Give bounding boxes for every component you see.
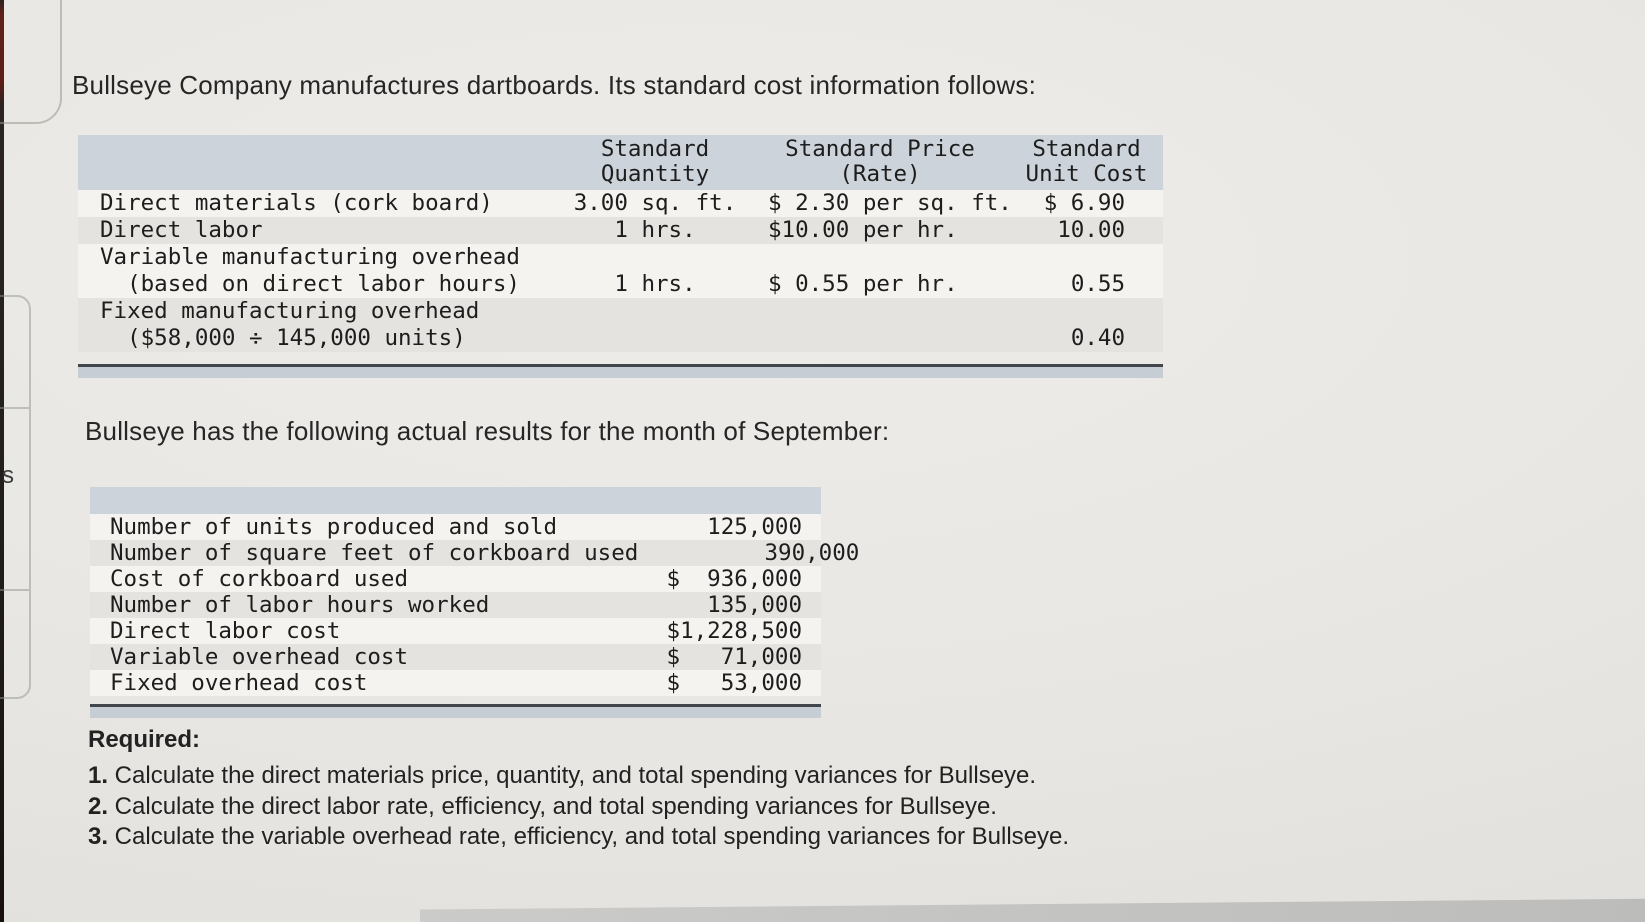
cell-label: Direct materials (cork board) — [100, 190, 493, 216]
header-quantity: Quantity — [600, 161, 710, 187]
cell-unit-cost: $ 6.90 — [1043, 190, 1125, 216]
required-item-1: 1. Calculate the direct materials price,… — [88, 761, 1069, 792]
table-row: Fixed manufacturing overhead — [78, 298, 1163, 325]
header-line-2: Quantity (Rate) Unit Cost — [78, 162, 1163, 187]
card-divider — [0, 407, 29, 409]
problem-statement: Bullseye Company manufactures dartboards… — [72, 70, 1037, 100]
screen-left-edge-strip — [0, 0, 4, 922]
cell-label: Direct labor cost — [110, 618, 341, 644]
required-heading: Required: — [88, 726, 201, 753]
standard-cost-table: Standard Standard Price Standard Quantit… — [78, 135, 1163, 378]
table-row: Number of units produced and sold 125,00… — [90, 514, 821, 540]
table-row: Number of labor hours worked 135,000 — [90, 592, 821, 618]
table-row: Variable overhead cost $ 71,000 — [90, 644, 821, 670]
cell-label: Direct labor — [100, 217, 263, 243]
actual-results-table: Number of units produced and sold 125,00… — [90, 487, 859, 718]
cell-rate: $10.00 per hr. — [768, 217, 958, 243]
cell-unit-cost: 0.40 — [1070, 325, 1125, 351]
actuals-table-header-bar — [90, 487, 821, 514]
cell-label: (based on direct labor hours) — [100, 271, 520, 297]
table-bottom-border — [78, 364, 1163, 378]
cell-amount: 135,000 — [707, 592, 802, 618]
header-empty — [78, 162, 560, 187]
header-unit-cost: Unit Cost — [1025, 161, 1148, 187]
item-text: Calculate the direct materials price, qu… — [108, 762, 1037, 789]
item-number: 2. — [88, 792, 109, 820]
cell-rate — [750, 298, 1010, 325]
table-row: Variable manufacturing overhead — [78, 244, 1163, 271]
cell-label: Number of labor hours worked — [110, 592, 490, 618]
cell-quantity — [560, 325, 750, 352]
cell-rate: $ 2.30 per sq. ft. — [768, 190, 1012, 216]
header-standard-quantity: Standard — [600, 136, 710, 162]
cell-amount: $ 71,000 — [666, 644, 802, 670]
cell-label: Number of units produced and sold — [110, 514, 558, 540]
table-bottom-border — [90, 704, 821, 718]
header-empty — [78, 137, 560, 162]
table-row: Direct materials (cork board) 3.00 sq. f… — [78, 190, 1163, 217]
table-row: (based on direct labor hours) 1 hrs. $ 0… — [78, 271, 1163, 298]
cell-amount: $ 53,000 — [666, 670, 802, 696]
cell-label: Fixed overhead cost — [110, 670, 368, 696]
actuals-intro: Bullseye has the following actual result… — [85, 416, 890, 446]
table-row: ($58,000 ÷ 145,000 units) 0.40 — [78, 325, 1163, 352]
table-row: Number of square feet of corkboard used … — [90, 540, 859, 566]
card-divider — [0, 589, 29, 591]
cell-amount: 125,000 — [707, 514, 802, 540]
table-row: Fixed overhead cost $ 53,000 — [90, 670, 821, 696]
item-text: Calculate the variable overhead rate, ef… — [108, 823, 1070, 850]
item-text: Calculate the direct labor rate, efficie… — [108, 792, 997, 820]
cell-label: Fixed manufacturing overhead — [100, 298, 480, 324]
cell-amount: $ 936,000 — [666, 566, 802, 592]
cell-label: Cost of corkboard used — [110, 566, 409, 592]
cell-quantity: 1 hrs. — [614, 271, 696, 297]
bottom-shadow-band — [419, 898, 1645, 922]
header-standard-unit-cost: Standard — [1032, 136, 1141, 162]
standard-cost-table-header: Standard Standard Price Standard Quantit… — [78, 135, 1163, 190]
cell-quantity — [560, 298, 750, 325]
cell-unit-cost: 0.55 — [1070, 271, 1125, 297]
table-row: Direct labor cost $1,228,500 — [90, 618, 821, 644]
header-standard-price: Standard Price — [785, 136, 975, 162]
item-number: 1. — [88, 762, 109, 789]
cell-rate — [750, 244, 1010, 271]
cell-rate — [750, 325, 1010, 352]
item-number: 3. — [88, 823, 109, 850]
required-item-3: 3. Calculate the variable overhead rate,… — [88, 822, 1069, 853]
cell-label: Number of square feet of corkboard used — [110, 540, 639, 566]
left-cutoff-card — [0, 295, 31, 699]
cell-unit-cost — [1010, 244, 1163, 271]
header-line-1: Standard Standard Price Standard — [78, 137, 1163, 162]
cell-rate: $ 0.55 per hr. — [768, 271, 958, 297]
cell-label: Variable overhead cost — [110, 644, 409, 670]
table-row: Cost of corkboard used $ 936,000 — [90, 566, 821, 592]
table-row: Direct labor 1 hrs. $10.00 per hr. 10.00 — [78, 217, 1163, 244]
cell-label: ($58,000 ÷ 145,000 units) — [100, 325, 466, 351]
cell-quantity: 1 hrs. — [614, 217, 696, 243]
required-section: Required: 1. Calculate the direct materi… — [88, 726, 1069, 853]
cell-quantity: 3.00 sq. ft. — [573, 190, 737, 216]
header-rate: (Rate) — [839, 161, 921, 187]
required-item-2: 2. Calculate the direct labor rate, effi… — [88, 792, 1069, 823]
cell-amount: $1,228,500 — [666, 618, 802, 644]
left-cutoff-text: s — [2, 462, 14, 489]
cell-unit-cost — [1010, 298, 1163, 325]
cell-unit-cost: 10.00 — [1057, 217, 1125, 243]
left-cutoff-card-top — [0, 0, 62, 124]
cell-label: Variable manufacturing overhead — [100, 244, 520, 270]
cell-amount: 390,000 — [764, 540, 860, 566]
cell-quantity — [560, 244, 750, 271]
